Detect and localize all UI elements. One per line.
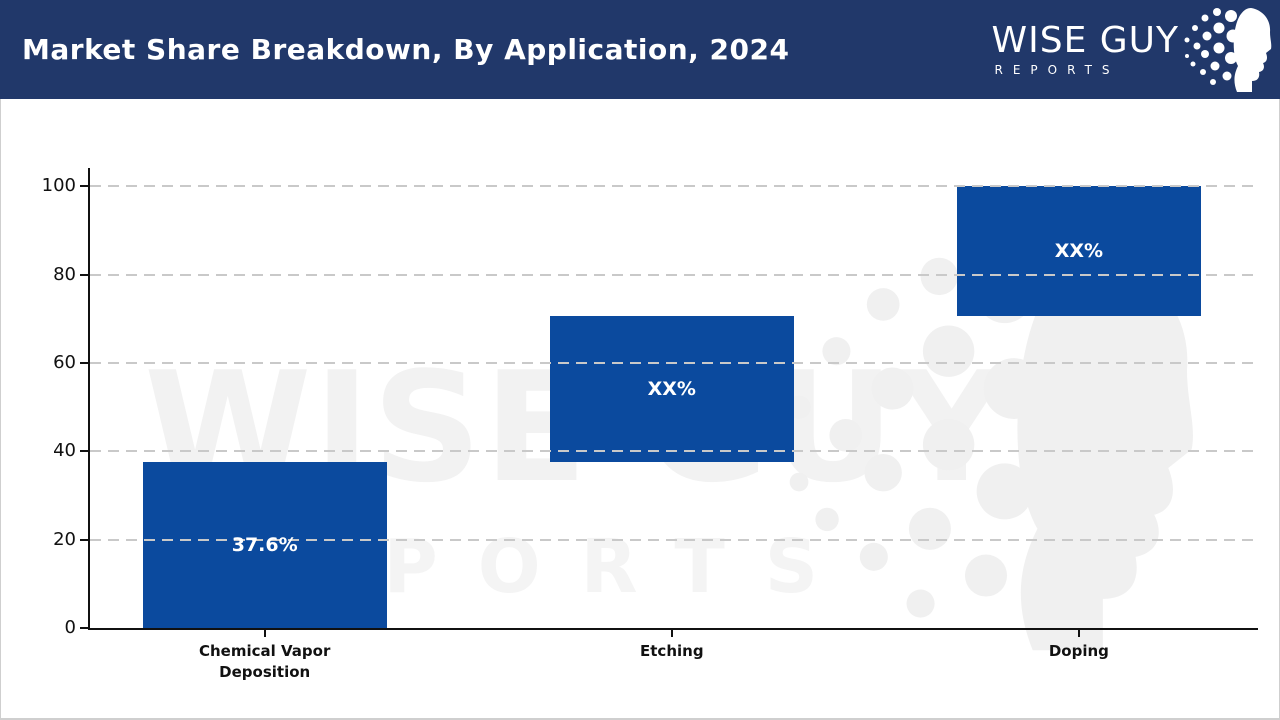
y-axis-line [88, 168, 90, 630]
bar [549, 316, 794, 462]
y-tick-mark [80, 627, 88, 629]
x-category-label: Chemical Vapor Deposition [199, 642, 331, 681]
gridline [90, 450, 1258, 453]
header-bar: Market Share Breakdown, By Application, … [0, 0, 1280, 99]
gridline [90, 361, 1258, 364]
x-tick-mark [263, 630, 266, 637]
bar-value-label: XX% [1054, 240, 1104, 263]
x-tick-mark [670, 630, 673, 637]
logo-text: WISE GUY REPORTS [991, 19, 1180, 77]
x-category-label: Doping [1048, 642, 1109, 660]
y-tick-mark [80, 538, 88, 541]
logo-wordmark: WISE GUY [991, 19, 1179, 61]
y-tick-label: 0 [64, 617, 76, 638]
y-tick-label: 40 [53, 440, 76, 462]
gridline [90, 185, 1258, 188]
x-tick-mark [1077, 630, 1080, 637]
bar-value-label: 37.6% [231, 533, 298, 556]
plot: 0 20 40 60 80 100 Chemical Vapor Deposition Etc… [1, 99, 1279, 718]
y-tick-label: 20 [53, 528, 76, 550]
logo-subtext: REPORTS [994, 62, 1120, 77]
y-tick-label: 60 [53, 351, 76, 373]
gridline [90, 273, 1258, 276]
gridline [90, 538, 1258, 541]
chart-area: WISE GUY REPORTS 0 20 40 60 80 100 Chemical Va… [1, 99, 1279, 718]
page-title: Market Share Breakdown, By Application, … [22, 33, 790, 66]
y-tick-label: 100 [41, 175, 76, 197]
wise-guy-logo: WISE GUY REPORTS [992, 6, 1274, 94]
y-tick-mark [80, 273, 88, 276]
logo-face-icon [1184, 7, 1272, 92]
y-tick-mark [80, 450, 88, 453]
bar-value-label: XX% [647, 378, 696, 401]
y-tick-mark [80, 185, 88, 188]
x-axis-line [88, 628, 1258, 630]
y-tick-mark [80, 361, 88, 364]
bar [142, 461, 387, 628]
y-tick-label: 80 [53, 263, 76, 285]
x-category-label: Etching [640, 642, 704, 660]
